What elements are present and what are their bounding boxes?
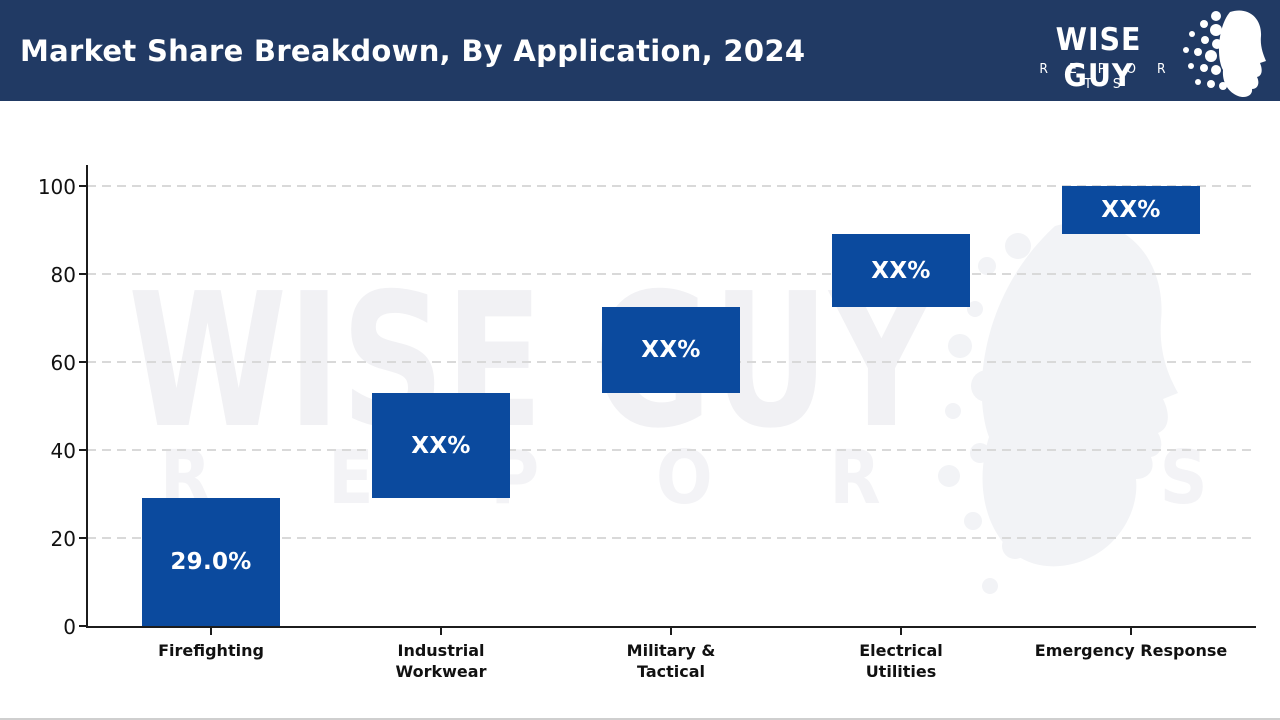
bar-military-tactical: XX% <box>602 307 740 393</box>
gridline-80 <box>87 273 1256 275</box>
y-tick-label-60: 60 <box>50 351 76 375</box>
logo-face-icon <box>1183 10 1266 98</box>
x-tick-0 <box>210 628 212 635</box>
x-tick-2 <box>670 628 672 635</box>
gridline-40 <box>87 449 1256 451</box>
y-axis-line <box>86 165 88 628</box>
category-label-line: Tactical <box>636 662 706 681</box>
page-title: Market Share Breakdown, By Application, … <box>20 33 806 68</box>
watermark-face-icon <box>938 221 1178 594</box>
category-label-line: Workwear <box>395 662 487 681</box>
bar-firefighting: 29.0% <box>142 498 280 626</box>
category-label-line: Utilities <box>865 662 937 681</box>
y-tick-label-100: 100 <box>37 175 76 199</box>
y-tick-20 <box>79 537 87 539</box>
y-tick-label-0: 0 <box>63 615 76 639</box>
category-label-line: Industrial <box>397 641 485 660</box>
y-tick-100 <box>79 185 87 187</box>
y-tick-0 <box>79 625 87 627</box>
logo-subtext: R E P O R T S <box>1039 62 1175 92</box>
category-label-line: Firefighting <box>158 641 264 660</box>
category-label-line: Military & <box>626 641 716 660</box>
x-axis-line <box>86 626 1256 628</box>
y-tick-label-40: 40 <box>50 439 76 463</box>
x-tick-1 <box>440 628 442 635</box>
y-tick-80 <box>79 273 87 275</box>
x-tick-4 <box>1130 628 1132 635</box>
y-tick-60 <box>79 361 87 363</box>
gridline-100 <box>87 185 1256 187</box>
logo-wordmark: WISE GUY <box>1055 22 1142 94</box>
category-label-1: Industrial Workwear <box>326 640 556 682</box>
bar-emergency-response: XX% <box>1062 186 1200 235</box>
bar-industrial-workwear: XX% <box>372 392 510 499</box>
gridline-20 <box>87 537 1256 539</box>
y-tick-label-20: 20 <box>50 527 76 551</box>
category-label-0: Firefighting <box>96 640 326 661</box>
bar-value-label: XX% <box>411 432 471 459</box>
category-label-4: Emergency Response <box>1016 640 1246 661</box>
wise-guy-reports-logo: WISE GUY R E P O R T S <box>1018 0 1268 101</box>
category-label-line: Electrical <box>859 641 943 660</box>
x-tick-3 <box>900 628 902 635</box>
category-label-line: Emergency Response <box>1034 641 1228 660</box>
bar-value-label: XX% <box>871 257 931 284</box>
bar-value-label: 29.0% <box>170 549 252 576</box>
category-label-2: Military & Tactical <box>556 640 786 682</box>
bar-value-label: XX% <box>641 336 701 363</box>
header-banner: Market Share Breakdown, By Application, … <box>0 0 1280 101</box>
y-tick-40 <box>79 449 87 451</box>
bar-electrical-utilities: XX% <box>832 234 970 307</box>
chart-area: WISE GUY R E P O R T S 0 20 40 60 80 100 29.0%… <box>0 101 1280 718</box>
y-tick-label-80: 80 <box>50 263 76 287</box>
category-label-3: Electrical Utilities <box>786 640 1016 682</box>
bar-value-label: XX% <box>1101 197 1161 224</box>
